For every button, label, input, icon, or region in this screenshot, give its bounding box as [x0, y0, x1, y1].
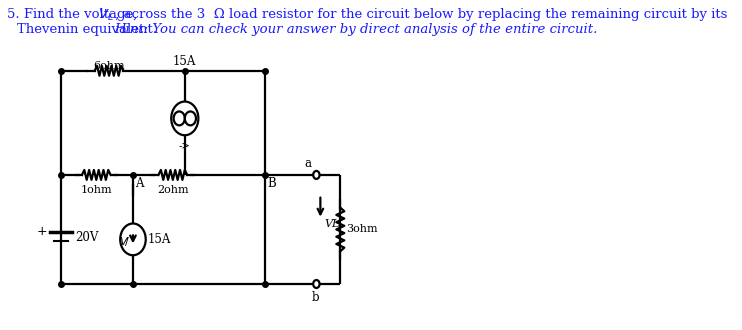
Text: 6ohm: 6ohm — [93, 61, 125, 71]
Text: $\mathit{V_L}$: $\mathit{V_L}$ — [98, 8, 114, 23]
Text: 20V: 20V — [76, 231, 99, 244]
Text: ->: -> — [179, 140, 191, 150]
Text: 5. Find the voltage,: 5. Find the voltage, — [7, 8, 142, 21]
Text: +: + — [37, 225, 47, 238]
Text: b: b — [312, 291, 319, 304]
Text: $V\!/$: $V\!/$ — [119, 235, 131, 248]
Text: VL: VL — [324, 219, 340, 229]
Text: A: A — [135, 177, 144, 190]
Text: 15A: 15A — [173, 55, 197, 68]
Text: Thevenin equivalent.: Thevenin equivalent. — [17, 23, 162, 36]
Text: B: B — [268, 177, 277, 190]
Text: a: a — [305, 157, 312, 170]
Text: Hint: You can check your answer by direct analysis of the entire circuit.: Hint: You can check your answer by direc… — [114, 23, 597, 36]
Text: 1ohm: 1ohm — [80, 185, 112, 195]
Text: 3ohm: 3ohm — [346, 224, 378, 234]
Text: 15A: 15A — [148, 233, 171, 246]
Text: , across the 3  Ω load resistor for the circuit below by replacing the remaining: , across the 3 Ω load resistor for the c… — [111, 8, 727, 21]
Text: 2ohm: 2ohm — [157, 185, 188, 195]
